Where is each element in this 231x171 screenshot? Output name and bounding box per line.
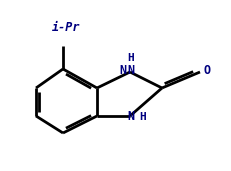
Text: N: N <box>120 64 127 77</box>
Text: H: H <box>128 53 134 63</box>
Text: N: N <box>128 64 135 77</box>
Text: H: H <box>139 112 146 122</box>
Text: i-Pr: i-Pr <box>52 21 80 34</box>
Text: O: O <box>204 64 211 77</box>
Text: N: N <box>128 110 135 123</box>
